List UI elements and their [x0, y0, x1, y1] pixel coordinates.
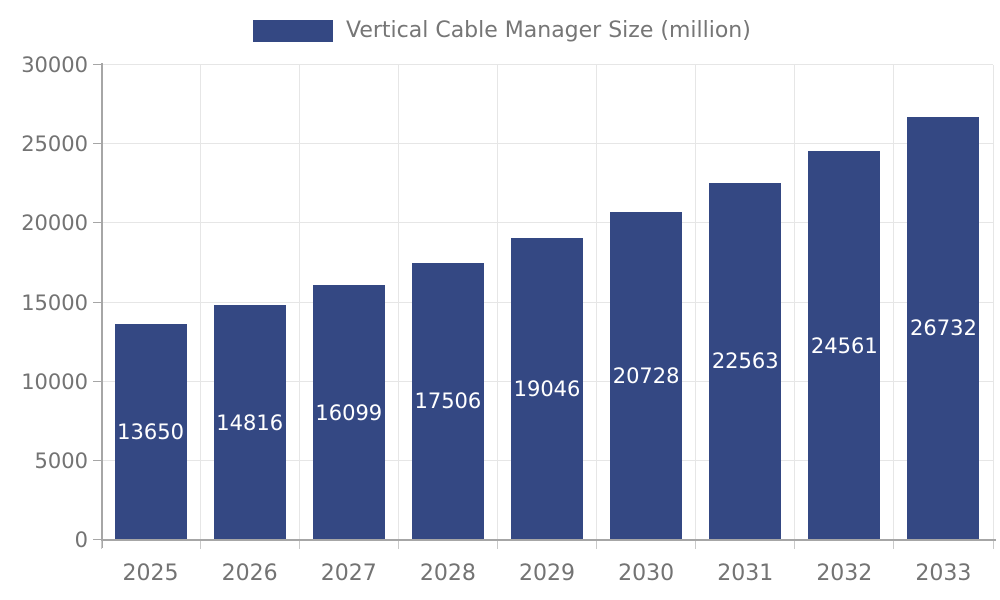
x-axis-tick — [992, 541, 994, 549]
bar-2027 — [312, 285, 385, 540]
bar-2031 — [709, 182, 782, 540]
bar-value-label: 19046 — [513, 377, 581, 402]
x-tick-label: 2028 — [419, 561, 476, 586]
bar-2033 — [907, 116, 980, 540]
x-axis-tick — [199, 541, 201, 549]
gridline-horizontal — [101, 64, 993, 65]
y-axis-tick — [93, 64, 101, 65]
gridline-vertical — [397, 65, 399, 540]
gridline-vertical — [496, 65, 498, 540]
x-tick-label: 2025 — [122, 561, 179, 586]
bar-2030 — [610, 211, 683, 540]
bar-2026 — [213, 305, 286, 540]
x-tick-label: 2033 — [915, 561, 972, 586]
gridline-vertical — [794, 65, 796, 540]
gridline-vertical — [992, 65, 994, 540]
gridline-horizontal — [101, 222, 993, 224]
x-axis-tick — [893, 541, 895, 549]
bar-value-label: 20728 — [612, 363, 680, 388]
y-axis-tick — [93, 222, 101, 224]
x-axis-tick — [496, 541, 498, 549]
bar-value-label: 14816 — [216, 410, 284, 435]
x-axis-tick — [397, 541, 399, 549]
x-axis-line — [101, 539, 996, 541]
y-tick-label: 25000 — [21, 132, 88, 157]
y-tick-label: 15000 — [21, 290, 88, 315]
x-tick-label: 2031 — [717, 561, 774, 586]
bar-value-label: 24561 — [810, 333, 878, 358]
bar-2028 — [411, 262, 484, 540]
gridline-vertical — [893, 65, 895, 540]
x-tick-label: 2032 — [816, 561, 873, 586]
bar-value-label: 13650 — [117, 419, 184, 444]
gridline-vertical — [199, 65, 201, 540]
bar-value-label: 17506 — [414, 389, 482, 414]
legend-label: Vertical Cable Manager Size (million) — [346, 18, 751, 43]
gridline-vertical — [596, 65, 598, 540]
y-axis-tick — [93, 380, 101, 382]
y-tick-label: 30000 — [21, 53, 88, 77]
x-axis-tick — [695, 541, 697, 549]
legend-swatch — [253, 20, 333, 42]
y-axis-line — [101, 63, 103, 548]
x-axis-tick — [100, 541, 102, 549]
gridline-vertical — [298, 65, 300, 540]
x-tick-label: 2029 — [518, 561, 575, 586]
y-axis-tick — [93, 539, 101, 540]
x-axis-tick — [596, 541, 598, 549]
x-tick-label: 2030 — [618, 561, 675, 586]
x-tick-label: 2027 — [320, 561, 377, 586]
x-tick-label: 2026 — [221, 561, 278, 586]
y-tick-label: 10000 — [21, 369, 88, 394]
bar-value-label: 22563 — [711, 349, 779, 374]
bar-2032 — [808, 151, 881, 540]
gridline-horizontal — [101, 143, 993, 145]
y-tick-label: 5000 — [34, 448, 88, 473]
y-axis-tick — [93, 143, 101, 145]
bar-value-label: 16099 — [315, 400, 383, 425]
y-tick-label: 0 — [74, 528, 88, 552]
bar-2025 — [114, 323, 187, 540]
gridline-vertical — [695, 65, 697, 540]
x-axis-tick — [298, 541, 300, 549]
y-axis-tick — [93, 301, 101, 303]
y-axis-tick — [93, 459, 101, 461]
bar-value-label: 26732 — [910, 316, 977, 341]
y-tick-label: 20000 — [21, 211, 88, 236]
legend-item[interactable]: Vertical Cable Manager Size (million) — [253, 20, 751, 42]
bar-2029 — [511, 238, 583, 540]
x-axis-tick — [794, 541, 796, 549]
